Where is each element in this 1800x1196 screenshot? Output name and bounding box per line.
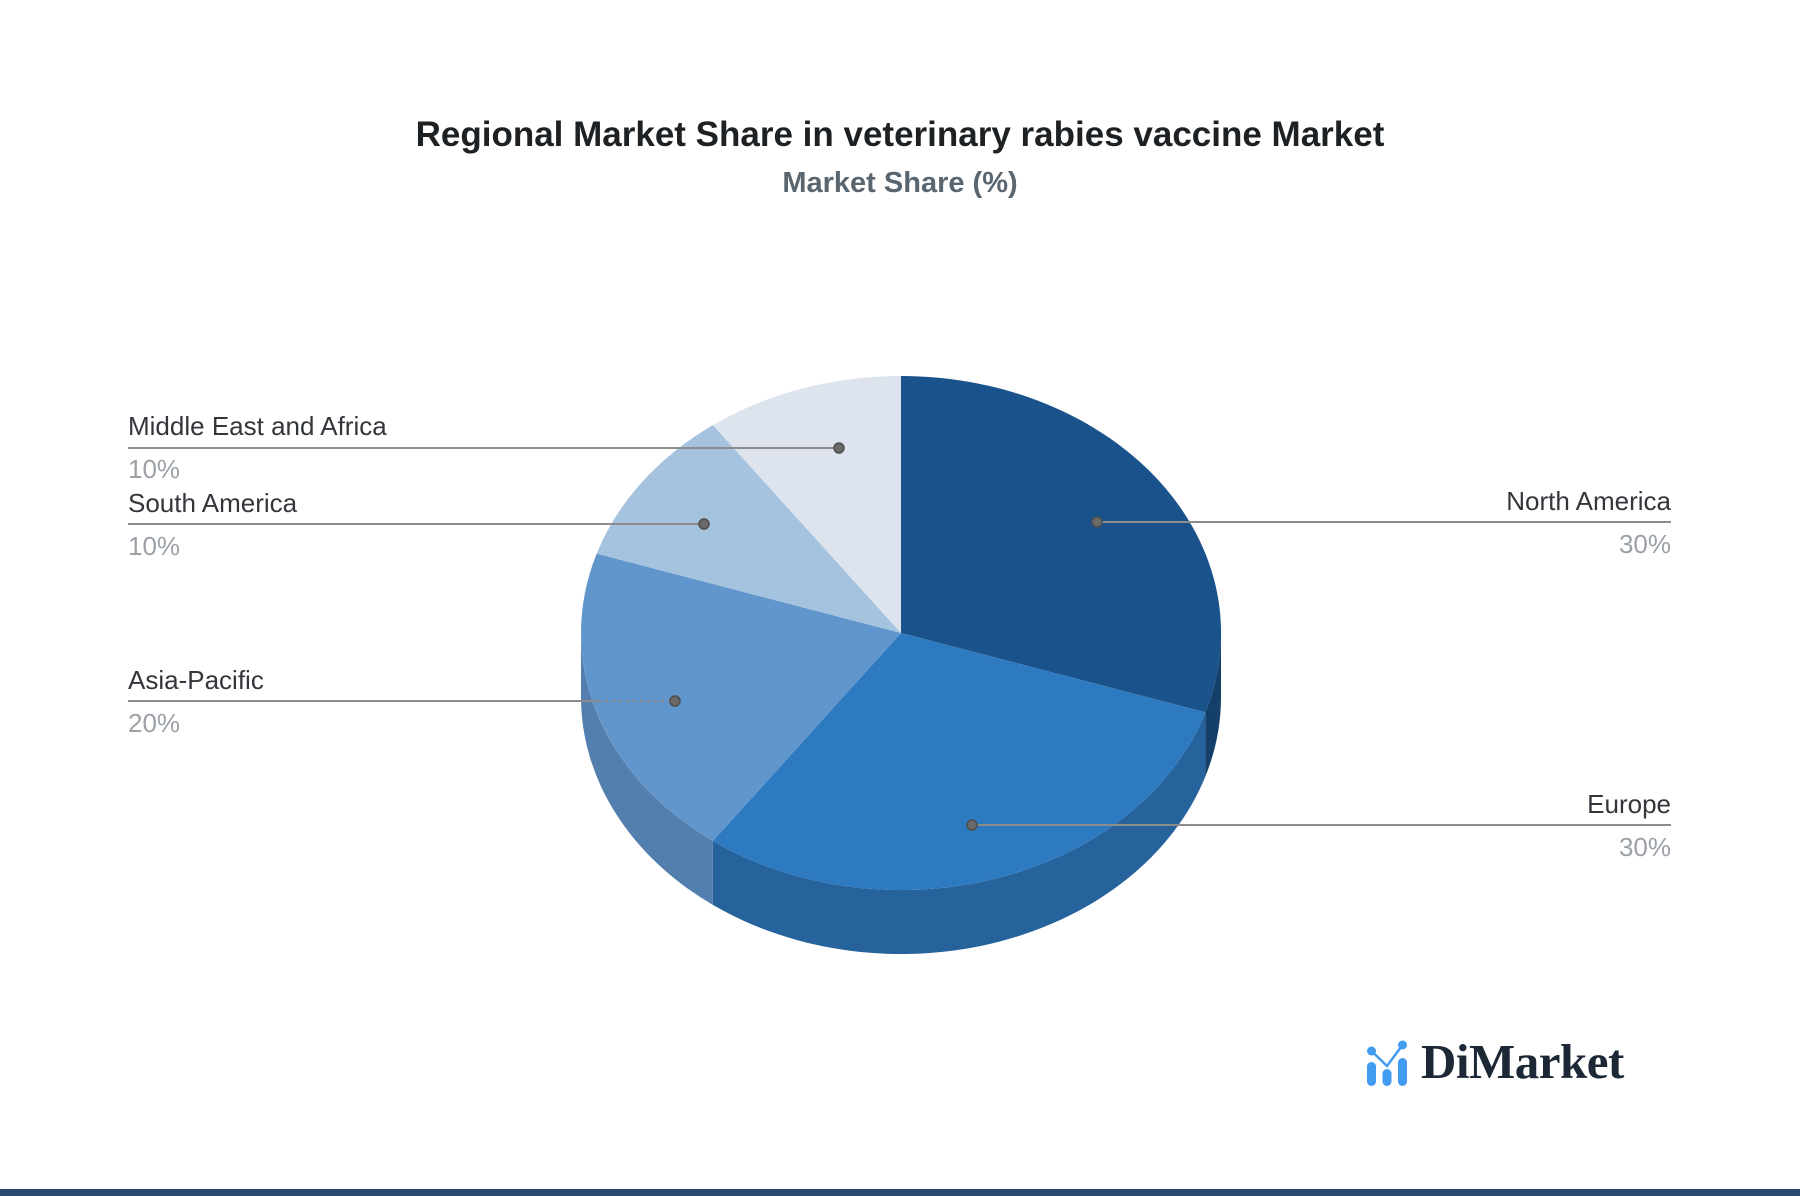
value-asia-pacific: 20% — [128, 708, 181, 738]
label-middle-east-africa: Middle East and Africa — [128, 411, 387, 441]
callout-dot-asia-pacific — [669, 695, 681, 707]
pie-slice-north-america[interactable] — [901, 376, 1222, 713]
brand-logo-text: DiMarket — [1421, 1034, 1624, 1089]
callout-dot-middle-east-africa — [833, 442, 845, 454]
value-middle-east-africa: 10% — [128, 454, 181, 484]
pie-slice-asia-pacific[interactable] — [581, 553, 901, 841]
callout-dot-south-america — [698, 518, 710, 530]
label-south-america: South America — [128, 488, 298, 518]
pie-side-asia-pacific — [581, 633, 713, 905]
value-south-america: 10% — [128, 531, 181, 561]
pie-side-europe — [712, 712, 1206, 955]
footer-accent-bar — [0, 1189, 1800, 1196]
chart-title: Regional Market Share in veterinary rabi… — [415, 115, 1385, 154]
label-north-america: North America — [1506, 486, 1671, 516]
value-europe: 30% — [1618, 832, 1671, 862]
pie-slice-south-america[interactable] — [596, 425, 901, 633]
pie-slice-middle-east-africa[interactable] — [712, 376, 901, 633]
label-asia-pacific: Asia-Pacific — [128, 665, 264, 695]
bar-chart-trend-icon — [1367, 1040, 1407, 1086]
label-europe: Europe — [1587, 789, 1671, 819]
callout-dots — [669, 442, 1103, 831]
value-north-america: 30% — [1618, 529, 1671, 559]
callout-dot-north-america — [1091, 516, 1103, 528]
brand-logo: DiMarket — [1363, 1034, 1624, 1090]
pie-side-north-america — [1205, 633, 1221, 777]
callout-lines — [128, 447, 1671, 826]
callout-dot-europe — [966, 819, 978, 831]
chart-subtitle: Market Share (%) — [782, 167, 1018, 199]
